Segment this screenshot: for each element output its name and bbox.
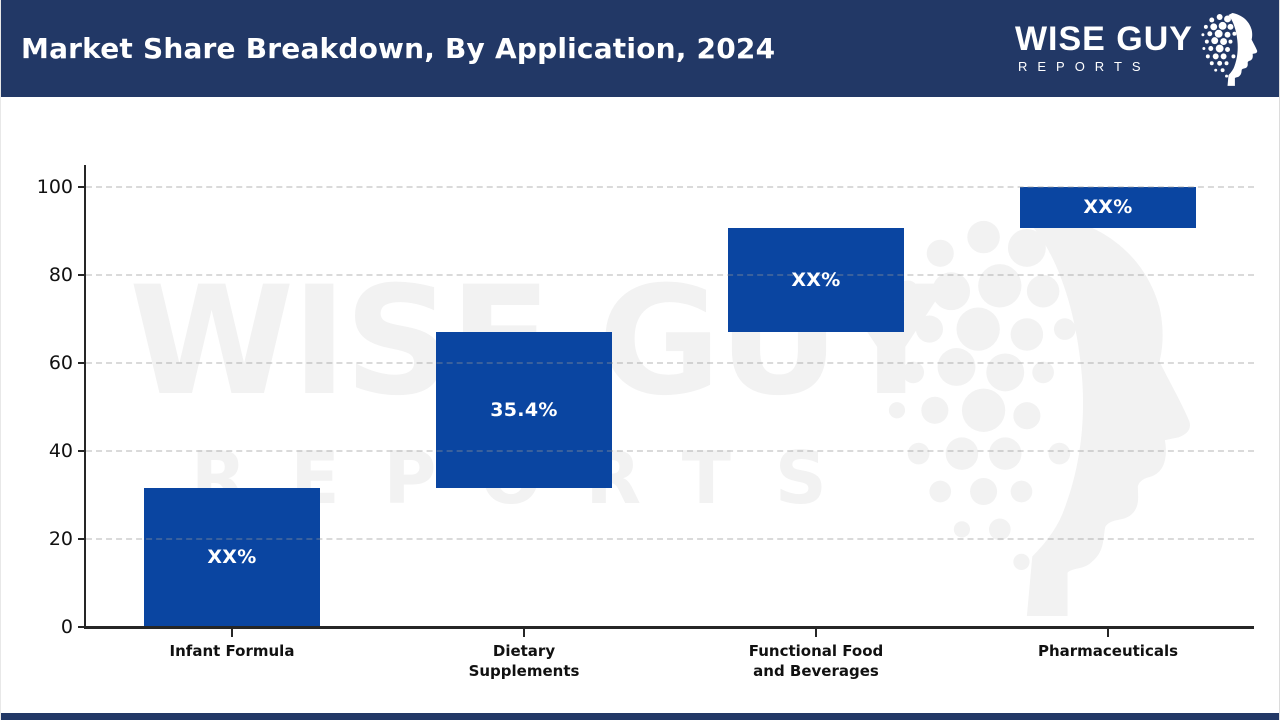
x-category-label: Functional Food and Beverages: [748, 642, 884, 680]
y-tick-40: [78, 450, 86, 452]
bar-3: [728, 227, 904, 333]
logo-text: WISE GUY REPORTS: [1015, 22, 1193, 75]
x-tick-4: [1107, 629, 1109, 637]
bar-1: [144, 487, 320, 627]
bar-4: [1020, 187, 1196, 228]
gridline-100: [86, 186, 1254, 188]
y-tick-label: 80: [48, 264, 73, 286]
x-tick-2: [523, 629, 525, 637]
logo-wordmark: WISE GUY: [1014, 20, 1193, 58]
page-title: Market Share Breakdown, By Application, …: [21, 32, 776, 65]
x-category-label: Dietary Supplements: [468, 642, 580, 680]
x-tick-1: [231, 629, 233, 637]
y-tick-label: 100: [36, 176, 73, 198]
bar-value-label: XX%: [791, 269, 841, 292]
x-axis: [84, 626, 1254, 629]
y-tick-label: 0: [60, 616, 73, 638]
y-tick-label: 20: [48, 528, 73, 550]
gridline-20: [86, 538, 1254, 540]
y-tick-80: [78, 274, 86, 276]
bottom-strip: [1, 713, 1279, 720]
y-tick-60: [78, 362, 86, 364]
y-tick-label: 40: [48, 440, 73, 462]
gridline-80: [86, 274, 1254, 276]
bar-2: [436, 332, 612, 488]
bar-value-label: 35.4%: [490, 399, 558, 422]
x-category-label: Infant Formula: [169, 642, 295, 660]
bar-value-label: XX%: [1083, 196, 1133, 219]
y-tick-label: 60: [48, 352, 73, 374]
y-axis: [84, 165, 86, 627]
bar-value-label: XX%: [207, 546, 257, 569]
y-tick-0: [78, 626, 86, 628]
y-tick-20: [78, 538, 86, 540]
wise-guy-logo: WISE GUY REPORTS: [1015, 12, 1261, 86]
watermark-head-icon: [859, 210, 1211, 616]
x-tick-3: [815, 629, 817, 637]
header: Market Share Breakdown, By Application, …: [1, 0, 1279, 97]
logo-subtitle: REPORTS: [1017, 59, 1151, 74]
gridline-40: [86, 450, 1254, 452]
gridline-60: [86, 362, 1254, 364]
x-category-label: Pharmaceuticals: [1037, 642, 1179, 660]
y-tick-100: [78, 186, 86, 188]
